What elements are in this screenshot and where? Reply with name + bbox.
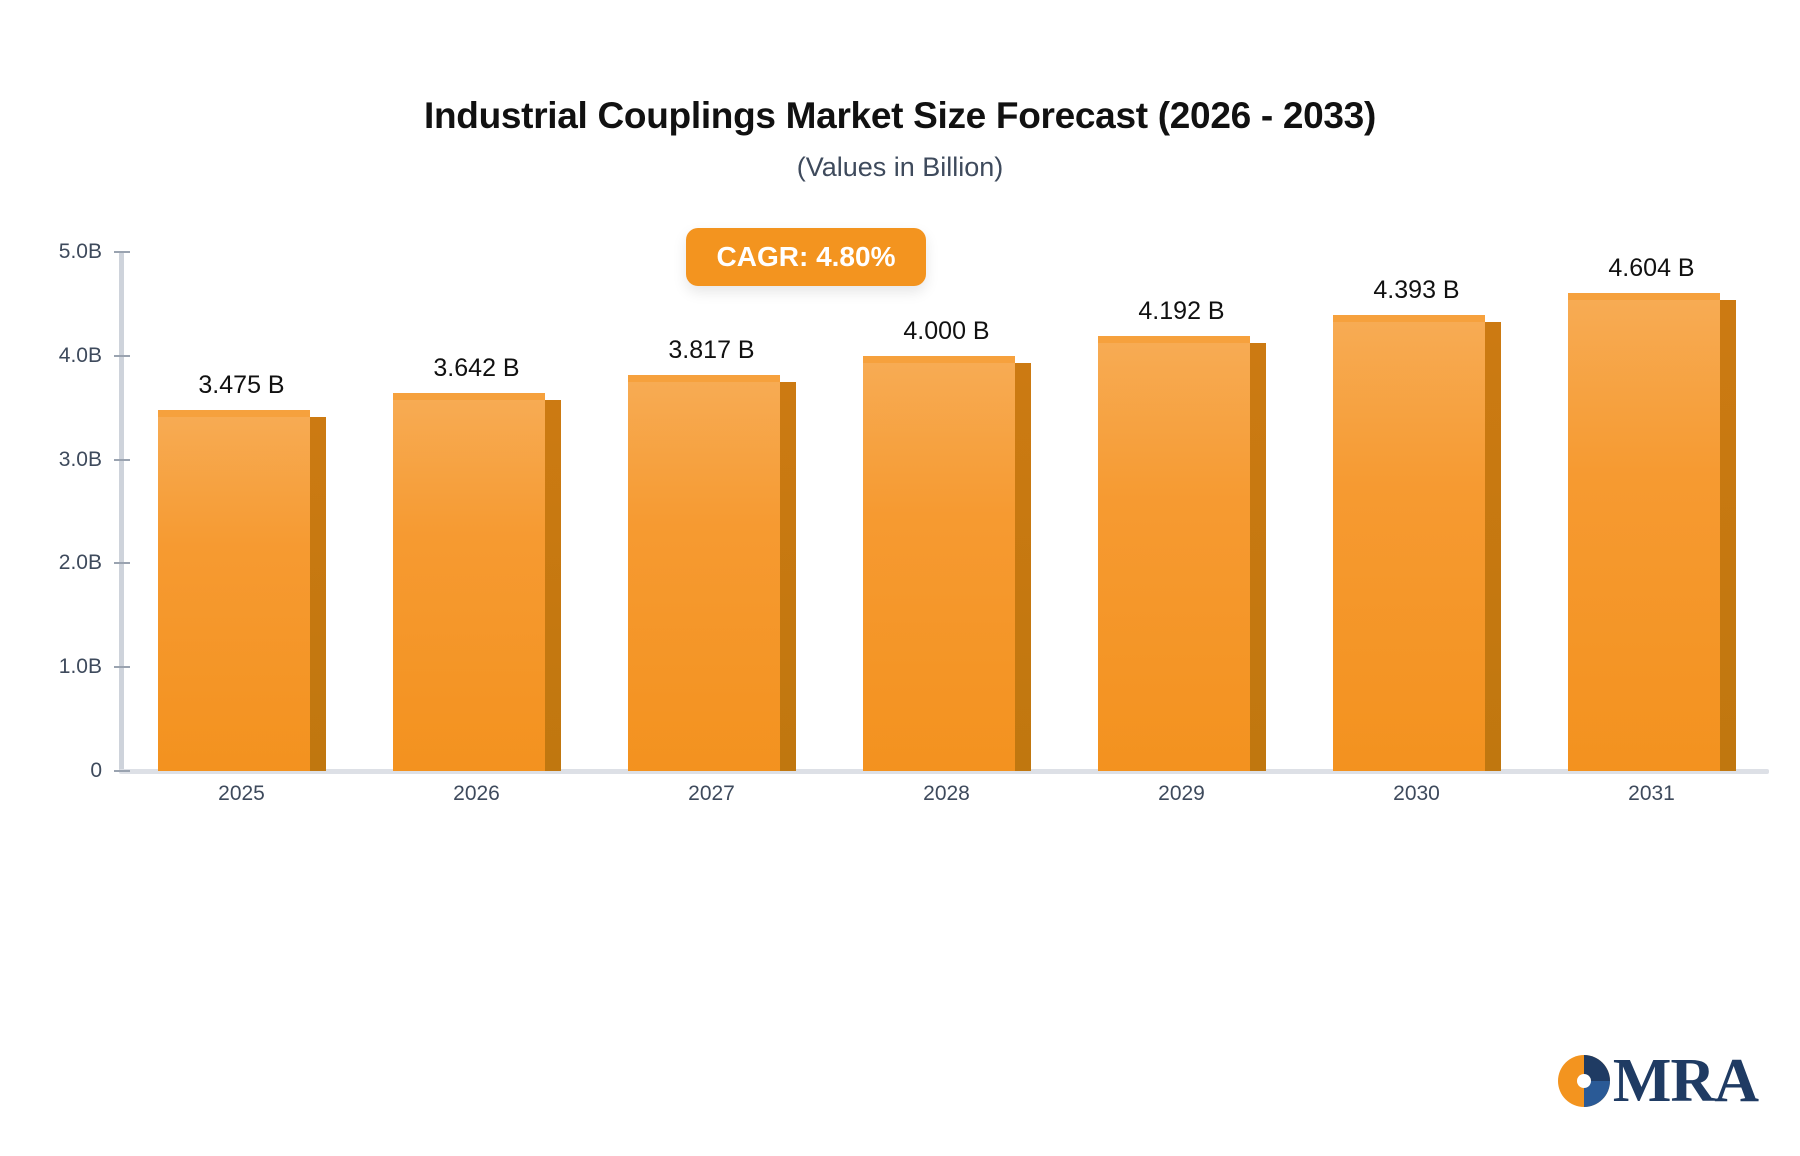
bar-front-face	[1567, 293, 1720, 771]
bar-slot: 4.192 B	[1064, 252, 1299, 771]
bar-side-face	[1014, 362, 1031, 771]
bar-2029[interactable]: 4.192 B	[1097, 297, 1266, 771]
x-axis-label-2026: 2026	[453, 782, 500, 805]
y-axis-tick: 0	[90, 759, 130, 782]
bar-front-face	[1332, 315, 1485, 771]
y-axis-tick: 5.0B	[58, 240, 130, 263]
chart-header: Industrial Couplings Market Size Forecas…	[0, 95, 1800, 182]
bar-2031[interactable]: 4.604 B	[1567, 254, 1736, 771]
bar-slot: 4.000 B	[829, 252, 1064, 771]
y-axis-tick: 2.0B	[58, 551, 130, 575]
bar-slot: 3.817 B	[594, 252, 829, 771]
bar-top-face	[1332, 315, 1485, 323]
x-axis-line	[119, 769, 1769, 774]
x-axis-label-2030: 2030	[1393, 782, 1440, 805]
bar-top-face	[157, 410, 310, 418]
logo: MRA	[1557, 1047, 1759, 1115]
x-axis-label-2028: 2028	[923, 782, 970, 805]
bar-2027[interactable]: 3.817 B	[627, 336, 796, 771]
bar-value-label: 4.192 B	[1138, 296, 1225, 325]
x-axis-label-2029: 2029	[1158, 782, 1205, 805]
y-axis-tick-mark	[114, 251, 130, 253]
bar-2025[interactable]: 3.475 B	[157, 371, 326, 771]
y-axis-tick-label: 1.0B	[58, 655, 102, 679]
bar-front-face	[862, 355, 1015, 771]
page-title: Industrial Couplings Market Size Forecas…	[424, 95, 1376, 136]
y-axis-tick-label: 2.0B	[58, 551, 102, 575]
bar-side-face	[309, 417, 326, 771]
bar-side-face	[544, 399, 561, 771]
x-axis-label-2027: 2027	[688, 782, 735, 805]
bar-front-face	[1097, 335, 1250, 771]
x-axis: 2025 2026 2027 2028 2029 2030 2031	[124, 782, 1769, 806]
bar-front-face	[392, 392, 545, 771]
y-axis-tick-label: 4.0B	[58, 343, 102, 367]
bar-side-face	[779, 381, 796, 771]
bar-top-face	[392, 392, 545, 400]
bar-slot: 3.475 B	[124, 252, 359, 771]
bar-top-face	[1097, 335, 1250, 343]
bar-front-face	[627, 374, 780, 771]
bar-value-label: 4.000 B	[903, 316, 990, 345]
y-axis-tick-label: 0	[90, 759, 102, 782]
bar-2028[interactable]: 4.000 B	[862, 317, 1031, 771]
chart-subtitle: (Values in Billion)	[796, 151, 1004, 182]
pie-chart-icon	[1557, 1054, 1611, 1108]
bar-slot: 4.604 B	[1534, 252, 1769, 771]
bar-2030[interactable]: 4.393 B	[1332, 276, 1501, 771]
bar-top-face	[862, 355, 1015, 363]
bar-value-label: 3.817 B	[668, 335, 755, 364]
y-axis-tick: 1.0B	[58, 655, 130, 679]
bar-slot: 3.642 B	[359, 252, 594, 771]
bar-value-label: 3.475 B	[198, 371, 285, 400]
x-axis-label-2031: 2031	[1628, 782, 1675, 805]
bar-top-face	[627, 374, 780, 382]
bar-series: 3.475 B 3.642 B 3.817 B 4.000 B 4.192 B 4.393…	[124, 252, 1769, 771]
bar-front-face	[157, 410, 310, 771]
y-axis-tick-mark	[114, 354, 130, 357]
bar-value-label: 3.642 B	[433, 353, 520, 382]
cagr-badge: CAGR: 4.80%	[686, 228, 926, 286]
logo-text: MRA	[1612, 1047, 1759, 1115]
y-axis-tick: 4.0B	[58, 343, 130, 367]
y-axis-tick-mark	[114, 666, 130, 669]
bar-2026[interactable]: 3.642 B	[392, 354, 561, 771]
y-axis-line	[119, 252, 124, 771]
bar-value-label: 4.393 B	[1373, 276, 1460, 305]
y-axis-tick-mark	[114, 458, 130, 461]
bar-value-label: 4.604 B	[1608, 254, 1695, 283]
y-axis-tick-label: 3.0B	[58, 447, 102, 471]
y-axis-tick-mark	[114, 562, 130, 565]
bar-slot: 4.393 B	[1299, 252, 1534, 771]
x-axis-label-2025: 2025	[218, 782, 265, 805]
bar-side-face	[1719, 300, 1736, 771]
bar-side-face	[1249, 342, 1266, 771]
y-axis: 5.0B 4.0B 3.0B 2.0B 1.0B 0	[0, 0, 130, 1156]
bar-top-face	[1567, 293, 1720, 301]
y-axis-tick-mark	[114, 770, 130, 772]
bar-side-face	[1484, 322, 1501, 771]
y-axis-tick-label: 5.0B	[58, 240, 102, 263]
y-axis-tick: 3.0B	[58, 447, 130, 471]
